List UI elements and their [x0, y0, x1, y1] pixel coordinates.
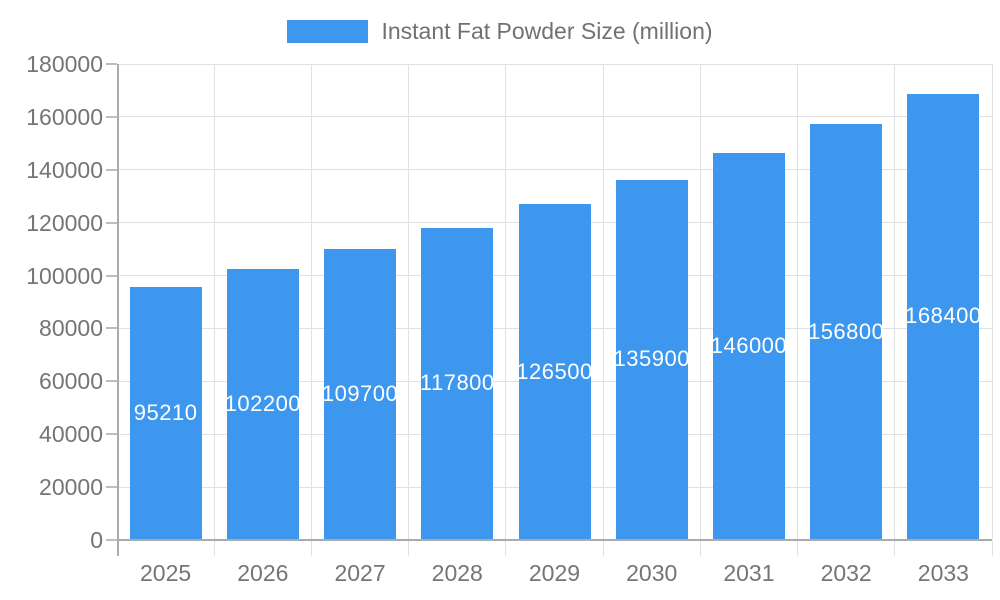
bar-value-label: 109700 [324, 380, 397, 406]
bar-value-label: 117800 [421, 370, 494, 396]
x-tick-label: 2028 [431, 560, 483, 586]
bar-value-label: 126500 [518, 358, 591, 384]
grid-line-v [310, 64, 312, 540]
bar[interactable]: 95210 [129, 287, 202, 539]
bar-value-label: 156800 [810, 318, 883, 344]
bar-value-label: 146000 [712, 332, 785, 358]
bar-value-label: 102200 [226, 390, 299, 416]
bar[interactable]: 135900 [615, 179, 688, 539]
y-tick-label: 180000 [26, 51, 103, 77]
y-tick-label: 40000 [39, 421, 103, 448]
y-tick-label: 120000 [26, 209, 103, 236]
x-axis-line [117, 539, 992, 541]
x-tick-label: 2033 [917, 560, 969, 586]
bar-value-label: 135900 [615, 346, 688, 372]
legend-label: Instant Fat Powder Size (million) [381, 18, 713, 44]
y-tick-label: 0 [90, 527, 103, 553]
y-tick-label: 140000 [26, 156, 103, 183]
x-tick-label: 2027 [334, 560, 386, 586]
x-tick-label: 2030 [626, 560, 678, 586]
y-axis-tick [106, 486, 117, 489]
grid-line-v [894, 64, 896, 540]
x-tick-label: 2031 [723, 560, 775, 586]
y-axis-tick [106, 274, 117, 277]
bar[interactable]: 109700 [324, 248, 397, 539]
grid-line-v [797, 64, 799, 540]
y-axis-tick [106, 63, 117, 65]
bar[interactable]: 168400 [907, 93, 980, 539]
x-tick-label: 2029 [528, 560, 581, 586]
grid-line-h [117, 116, 992, 118]
x-axis-tick [797, 541, 799, 556]
x-axis-tick [894, 541, 896, 556]
grid-line-v [408, 64, 410, 540]
chart-legend: Instant Fat Powder Size (million) [0, 18, 1000, 45]
bar-value-label: 168400 [907, 303, 980, 329]
x-axis-tick [408, 541, 410, 556]
grid-line-v [991, 64, 993, 540]
plot-area: 0 20000 40000 60000 80000 100000 120000 140000 1… [26, 51, 993, 586]
legend-swatch [287, 20, 369, 43]
x-tick-label: 2026 [237, 560, 289, 586]
bar[interactable]: 102200 [226, 268, 299, 539]
bar[interactable]: 117800 [421, 227, 494, 539]
y-axis-tick [106, 539, 117, 541]
x-axis-tick [213, 541, 215, 556]
x-axis-tick [602, 541, 604, 556]
bar[interactable]: 156800 [810, 124, 883, 539]
grid-line-h [117, 169, 992, 171]
x-axis-tick [505, 541, 507, 556]
x-tick-label: 2025 [140, 560, 192, 586]
y-axis-tick [106, 433, 117, 436]
y-tick-label: 60000 [39, 368, 103, 395]
y-tick-label: 160000 [26, 103, 103, 130]
y-tick-label: 80000 [39, 315, 103, 342]
bar-value-label: 95210 [133, 400, 198, 426]
grid-line-v [699, 64, 701, 540]
y-axis-tick [106, 327, 117, 330]
grid-line-v [213, 64, 215, 540]
bar[interactable]: 126500 [518, 204, 591, 539]
grid-line-v [602, 64, 604, 540]
x-axis-tick [699, 541, 701, 556]
y-axis-line [117, 64, 119, 556]
grid-line-h [117, 63, 992, 65]
y-axis-tick [106, 380, 117, 383]
x-axis-tick [991, 541, 993, 556]
x-axis-tick [310, 541, 312, 556]
grid-line-v [505, 64, 507, 540]
y-tick-label: 20000 [39, 474, 103, 501]
x-tick-label: 2032 [820, 560, 872, 586]
y-axis-tick [106, 115, 117, 118]
y-axis-tick [106, 168, 117, 171]
bar[interactable]: 146000 [712, 152, 785, 539]
y-tick-label: 100000 [26, 262, 103, 289]
y-axis-tick [106, 221, 117, 224]
